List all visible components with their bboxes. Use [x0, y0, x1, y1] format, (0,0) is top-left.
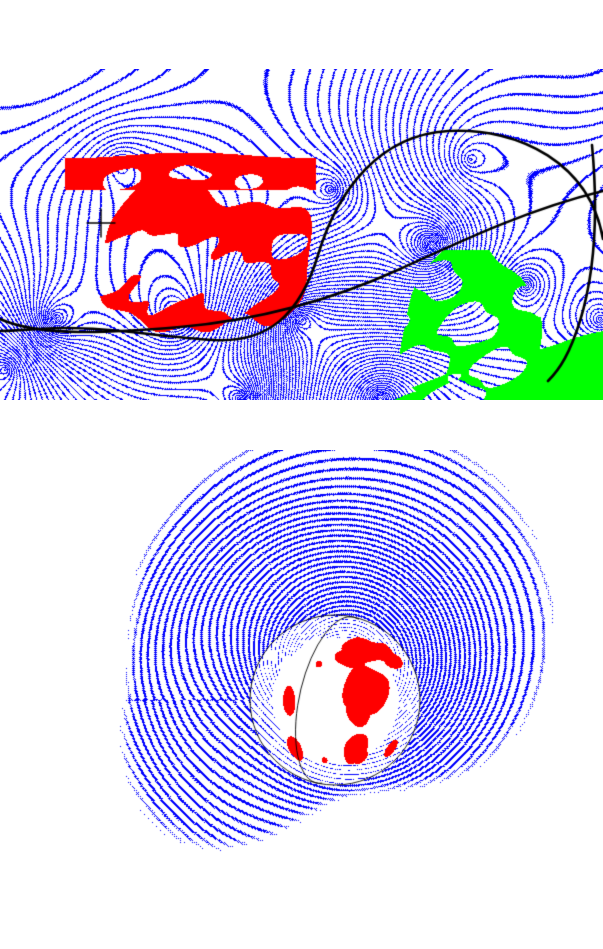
top-panel-raster [0, 69, 603, 400]
orthographic-globe-panel [0, 450, 603, 930]
cylindrical-projection-panel [0, 69, 603, 400]
bottom-panel-raster [0, 450, 603, 930]
bottom-panel-plot [0, 450, 603, 930]
top-panel-plot [0, 69, 603, 400]
